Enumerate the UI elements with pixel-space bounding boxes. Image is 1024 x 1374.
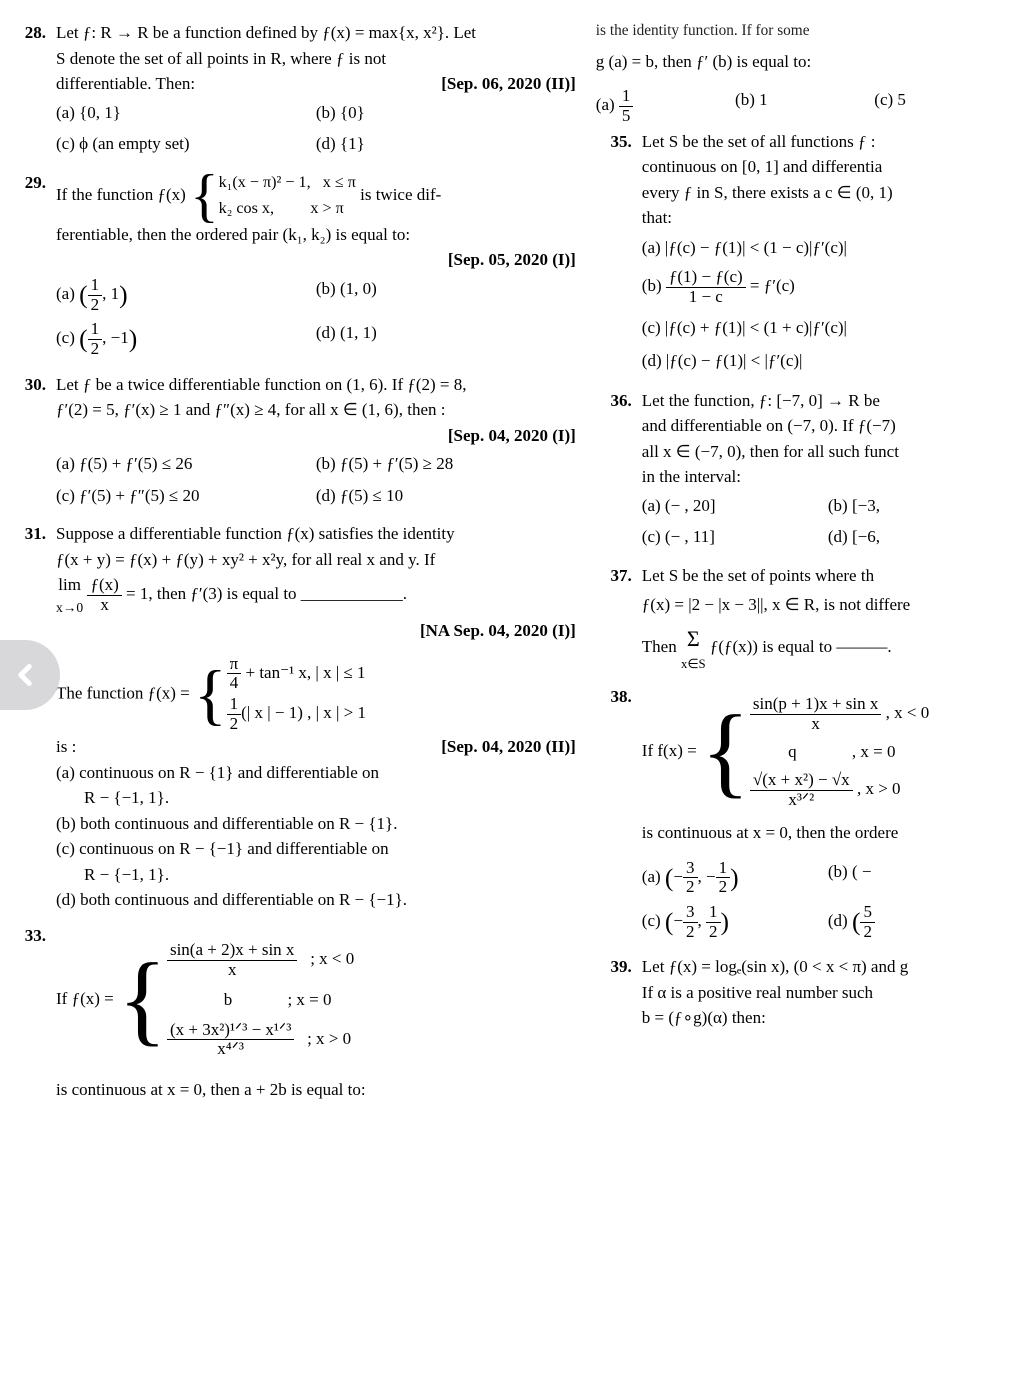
- q-text: is : [Sep. 04, 2020 (II)]: [56, 734, 576, 760]
- option-b: (b) [−3,: [828, 490, 1014, 522]
- option-c: (c) ƒ′(5) + ƒ″(5) ≤ 20: [56, 480, 316, 512]
- option-d: (d) [−6,: [828, 521, 1014, 553]
- option-a: (a) continuous on R − {1} and differenti…: [56, 760, 576, 786]
- option-d: (d) |ƒ(c) − ƒ(1)| < |ƒ′(c)|: [642, 344, 1014, 378]
- q-text: that:: [642, 205, 1014, 231]
- option-a-cont: R − {−1, 1}.: [56, 785, 576, 811]
- exam-tag: [Sep. 04, 2020 (I)]: [56, 423, 576, 449]
- q34-options: (a) 15 (b) 1 (c) 5: [596, 84, 1014, 128]
- q-text: If α is a positive real number such: [642, 980, 1014, 1006]
- option-d: (d) (52: [828, 900, 1014, 944]
- option-c: (c) ϕ (an empty set): [56, 128, 316, 160]
- option-b: (b) (1, 0): [316, 273, 576, 317]
- q-text: b = (ƒ∘g)(α) then:: [642, 1005, 1014, 1031]
- q-text: If the function ƒ(x) { k₁(x − π)² − 1, x…: [56, 170, 576, 222]
- question-38: 38. If f(x) = { sin(p + 1)x + sin xx , x…: [596, 684, 1014, 945]
- q-text: Let S be the set of points where th: [642, 563, 1014, 589]
- q-text: Let S be the set of all functions ƒ :: [642, 129, 1014, 155]
- option-a: (a) 15: [596, 84, 735, 128]
- option-d: (d) {1}: [316, 128, 576, 160]
- q-text: all x ∈ (−7, 0), then for all such funct: [642, 439, 1014, 465]
- exam-tag: [Sep. 04, 2020 (II)]: [441, 734, 576, 760]
- option-b: (b) both continuous and differentiable o…: [56, 811, 576, 837]
- q-text: Let ƒ: R → R be a function defined by ƒ(…: [56, 20, 576, 46]
- exam-tag: [Sep. 05, 2020 (I)]: [56, 247, 576, 273]
- q-text: ferentiable, then the ordered pair (k₁, …: [56, 222, 576, 248]
- q-text: is continuous at x = 0, then a + 2b is e…: [56, 1077, 576, 1103]
- qnum: 28.: [10, 20, 56, 160]
- q-text: Let ƒ be a twice differentiable function…: [56, 372, 576, 398]
- q-text: S denote the set of all points in R, whe…: [56, 46, 576, 72]
- q-text: ƒ(x + y) = ƒ(x) + ƒ(y) + xy² + x²y, for …: [56, 547, 576, 573]
- q-text: g (a) = b, then ƒ′ (b) is equal to:: [596, 49, 1014, 75]
- option-c: (c) (− , 11]: [642, 521, 828, 553]
- qnum: 36.: [596, 388, 642, 553]
- q-text: continuous on [0, 1] and differentia: [642, 154, 1014, 180]
- question-37: 37. Let S be the set of points where th …: [596, 563, 1014, 674]
- qnum: 29.: [10, 170, 56, 362]
- q-text: Let the function, ƒ: [−7, 0] → R be: [642, 388, 1014, 414]
- q-text: ƒ(x) = |2 − |x − 3||, x ∈ R, is not diff…: [642, 588, 1014, 622]
- exam-tag: [NA Sep. 04, 2020 (I)]: [56, 618, 576, 644]
- qnum: 35.: [596, 129, 642, 378]
- option-b: (b) 1: [735, 84, 874, 128]
- question-30: 30. Let ƒ be a twice differentiable func…: [10, 372, 576, 512]
- chevron-left-icon: [8, 658, 42, 692]
- question-36: 36. Let the function, ƒ: [−7, 0] → R be …: [596, 388, 1014, 553]
- qnum: 37.: [596, 563, 642, 674]
- q-text: Let ƒ(x) = logₑ(sin x), (0 < x < π) and …: [642, 954, 1014, 980]
- option-b: (b) ( −: [828, 856, 1014, 900]
- right-column: is the identity function. If for some g …: [596, 20, 1014, 1113]
- option-c: (c) (12, −1): [56, 317, 316, 361]
- q-text: Then Σ x∈S ƒ(ƒ(x)) is equal to ———.: [642, 622, 1014, 674]
- qnum: 38.: [596, 684, 642, 945]
- q-text: differentiable. Then: [Sep. 06, 2020 (II…: [56, 71, 576, 97]
- q-text: lim x→0 ƒ(x)x = 1, then ƒ′(3) is equal t…: [56, 572, 576, 618]
- q-text: If f(x) = { sin(p + 1)x + sin xx , x < 0…: [642, 692, 1014, 812]
- option-a: (a) (12, 1): [56, 273, 316, 317]
- question-28: 28. Let ƒ: R → R be a function defined b…: [10, 20, 576, 160]
- q-text: If ƒ(x) = { sin(a + 2)x + sin xx ; x < 0…: [56, 937, 576, 1063]
- cut-text: is the identity function. If for some: [596, 20, 1014, 43]
- q-text: every ƒ in S, there exists a c ∈ (0, 1): [642, 180, 1014, 206]
- q-text: and differentiable on (−7, 0). If ƒ(−7): [642, 413, 1014, 439]
- option-a: (a) (− , 20]: [642, 490, 828, 522]
- q-text: in the interval:: [642, 464, 1014, 490]
- question-39: 39. Let ƒ(x) = logₑ(sin x), (0 < x < π) …: [596, 954, 1014, 1031]
- q-text: The function ƒ(x) = { π4 + tan⁻¹ x, | x …: [56, 654, 576, 735]
- exam-tag: [Sep. 06, 2020 (II)]: [441, 71, 576, 97]
- option-d: (d) (1, 1): [316, 317, 576, 361]
- question-29: 29. If the function ƒ(x) { k₁(x − π)² − …: [10, 170, 576, 362]
- option-c: (c) (−32, 12): [642, 900, 828, 944]
- option-c: (c) |ƒ(c) + ƒ(1)| < (1 + c)|ƒ′(c)|: [642, 311, 1014, 345]
- left-column: 28. Let ƒ: R → R be a function defined b…: [10, 20, 576, 1113]
- q-text: is continuous at x = 0, then the ordere: [642, 820, 1014, 846]
- option-b: (b) ƒ(5) + ƒ′(5) ≥ 28: [316, 448, 576, 480]
- option-b: (b) {0}: [316, 97, 576, 129]
- question-31: 31. Suppose a differentiable function ƒ(…: [10, 521, 576, 643]
- qnum: 30.: [10, 372, 56, 512]
- question-35: 35. Let S be the set of all functions ƒ …: [596, 129, 1014, 378]
- option-b: (b) ƒ(1) − ƒ(c)1 − c = ƒ′(c): [642, 264, 1014, 310]
- option-c: (c) continuous on R − {−1} and different…: [56, 836, 576, 862]
- qnum: 33.: [10, 923, 56, 1103]
- q-text: ƒ′(2) = 5, ƒ′(x) ≥ 1 and ƒ″(x) ≥ 4, for …: [56, 397, 576, 423]
- option-c: (c) 5: [874, 84, 1013, 128]
- q-text: Suppose a differentiable function ƒ(x) s…: [56, 521, 576, 547]
- qnum: 31.: [10, 521, 56, 643]
- option-a: (a) |ƒ(c) − ƒ(1)| < (1 − c)|ƒ′(c)|: [642, 231, 1014, 265]
- option-c-cont: R − {−1, 1}.: [56, 862, 576, 888]
- option-a: (a) ƒ(5) + ƒ′(5) ≤ 26: [56, 448, 316, 480]
- option-d: (d) both continuous and differentiable o…: [56, 887, 576, 913]
- option-d: (d) ƒ(5) ≤ 10: [316, 480, 576, 512]
- option-a: (a) (−32, −12): [642, 856, 828, 900]
- option-a: (a) {0, 1}: [56, 97, 316, 129]
- question-32: 32. The function ƒ(x) = { π4 + tan⁻¹ x, …: [10, 654, 576, 913]
- question-33: 33. If ƒ(x) = { sin(a + 2)x + sin xx ; x…: [10, 923, 576, 1103]
- qnum: 39.: [596, 954, 642, 1031]
